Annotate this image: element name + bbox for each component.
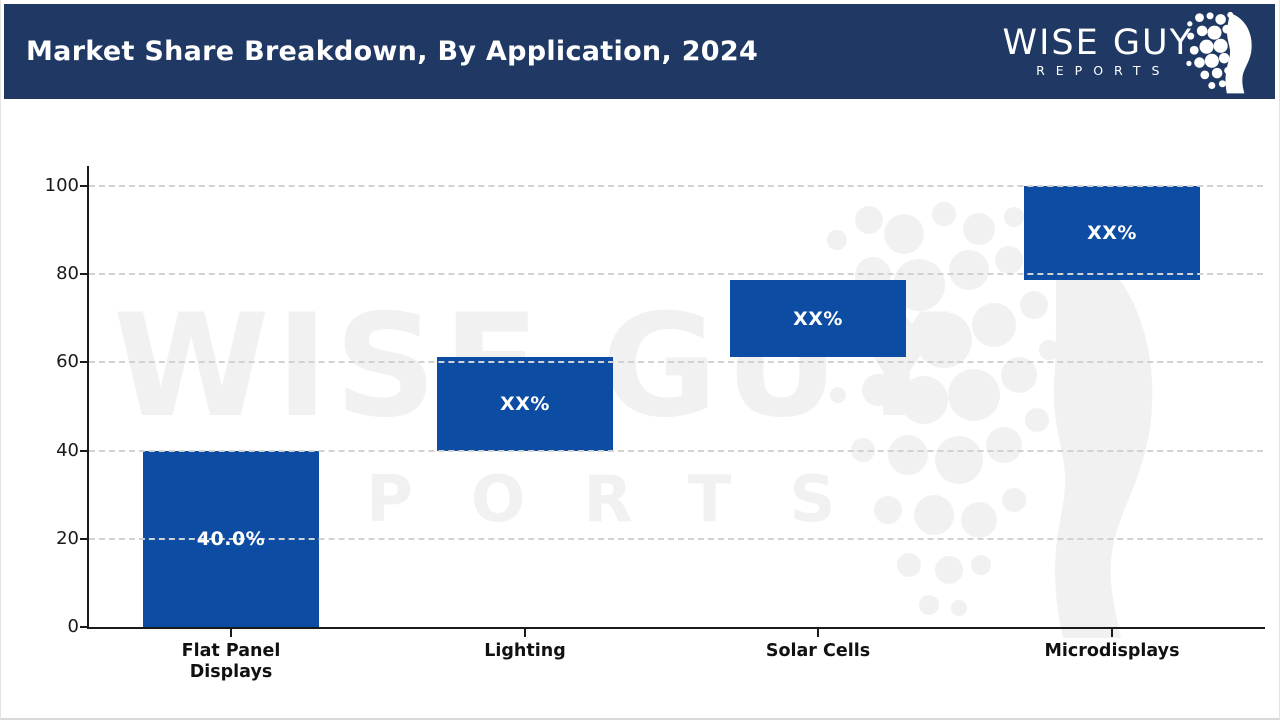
y-tick-mark bbox=[80, 626, 88, 628]
gridline bbox=[89, 273, 1263, 276]
bar-value-label: XX% bbox=[1087, 222, 1137, 245]
x-tick-mark bbox=[817, 629, 819, 637]
bar-value-label: XX% bbox=[500, 392, 550, 415]
y-tick-label: 20 bbox=[56, 527, 79, 549]
logo-face-icon bbox=[1186, 11, 1252, 93]
gridline bbox=[89, 537, 1263, 540]
header-banner: Market Share Breakdown, By Application, … bbox=[4, 4, 1275, 99]
y-tick-label: 40 bbox=[56, 439, 79, 461]
x-tick-mark bbox=[524, 629, 526, 637]
bar-value-label: 40.0% bbox=[196, 527, 266, 550]
category-label-flat-panel-displays: Flat Panel Displays bbox=[81, 641, 381, 683]
bar-solar-cells bbox=[730, 280, 906, 357]
logo-reports-text: REPORTS bbox=[1036, 62, 1171, 78]
logo-wordmark: WISE GUY REPORTS bbox=[1002, 22, 1193, 78]
chart-area: WISE GUY REPORTS 0 20 40 60 80 100 40.0% Flat P… bbox=[1, 100, 1279, 718]
category-label-line: Flat Panel bbox=[181, 641, 281, 661]
x-tick-mark bbox=[1111, 629, 1113, 637]
y-tick-label: 80 bbox=[56, 263, 79, 285]
category-label-lighting: Lighting bbox=[375, 641, 675, 662]
y-tick-mark bbox=[80, 537, 88, 540]
category-label-line: Displays bbox=[189, 662, 273, 682]
bar-lighting bbox=[437, 356, 613, 451]
gridline bbox=[89, 361, 1263, 364]
category-label-solar-cells: Solar Cells bbox=[668, 641, 968, 662]
x-axis-line bbox=[87, 627, 1265, 629]
bar-value-label: XX% bbox=[793, 307, 843, 330]
gridline bbox=[89, 185, 1263, 187]
logo-brand-text: WISE GUY bbox=[1002, 22, 1193, 63]
y-tick-label: 100 bbox=[44, 175, 79, 196]
y-tick-label: 60 bbox=[56, 351, 79, 373]
x-tick-mark bbox=[230, 629, 232, 637]
bar-microdisplays bbox=[1024, 186, 1200, 281]
y-tick-mark bbox=[80, 273, 88, 276]
y-tick-label: 0 bbox=[67, 616, 79, 637]
y-tick-mark bbox=[80, 185, 88, 187]
watermark-face-icon bbox=[827, 202, 1153, 638]
chart-title: Market Share Breakdown, By Application, … bbox=[26, 36, 759, 67]
y-axis-line bbox=[87, 166, 89, 629]
y-tick-mark bbox=[80, 449, 88, 452]
category-label-line: Solar Cells bbox=[765, 641, 871, 661]
category-label-line: Lighting bbox=[484, 641, 566, 661]
wiseguy-logo: WISE GUY REPORTS bbox=[1002, 9, 1255, 95]
category-label-line: Microdisplays bbox=[1044, 641, 1180, 661]
gridline bbox=[89, 449, 1263, 452]
category-label-microdisplays: Microdisplays bbox=[962, 641, 1262, 662]
y-tick-mark bbox=[80, 361, 88, 364]
